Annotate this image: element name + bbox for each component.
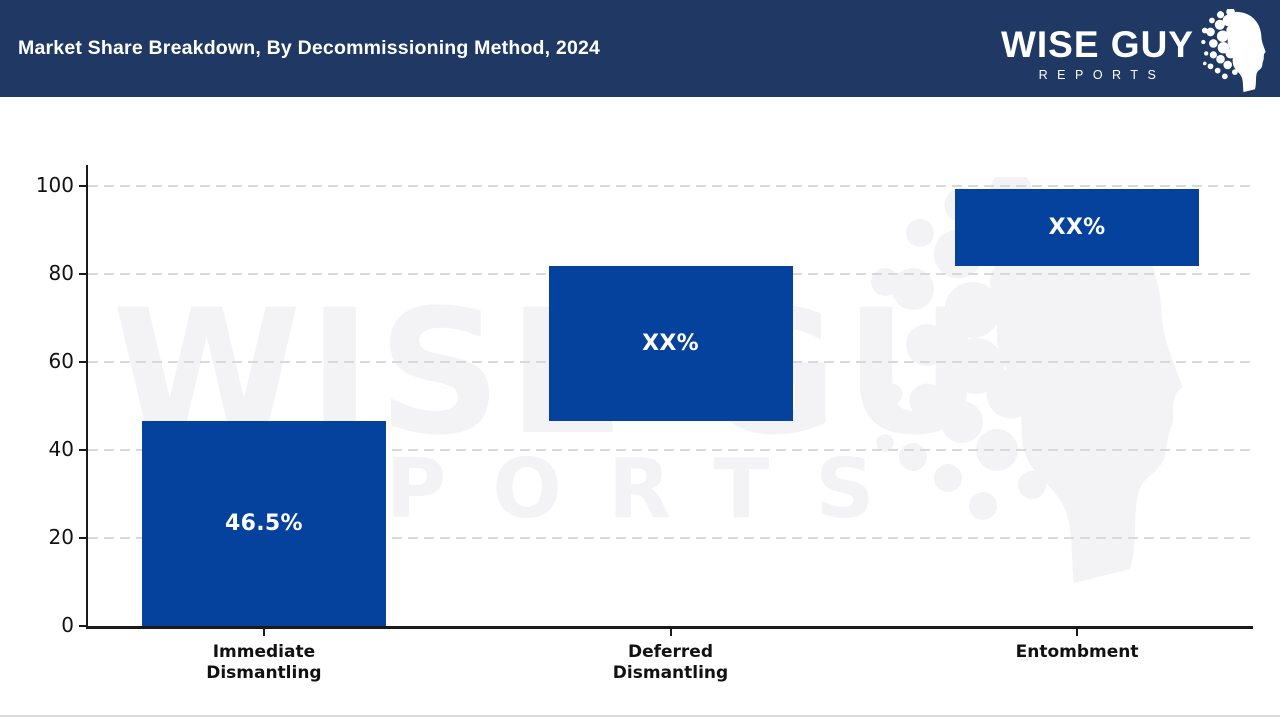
y-tick-label-40: 40 xyxy=(48,437,74,462)
x-category-label-line: Deferred xyxy=(627,642,714,662)
y-tick-label-80: 80 xyxy=(48,261,74,286)
logo-subtitle: REPORTS xyxy=(1038,68,1166,82)
y-axis-line xyxy=(86,165,88,629)
gridline-y40 xyxy=(88,449,1253,452)
x-category-label-line: Dismantling xyxy=(206,663,322,683)
bottom-divider xyxy=(0,715,1280,717)
wise-guy-reports-logo: WISE GUY REPORTS xyxy=(1001,4,1272,94)
gridline-y20 xyxy=(88,537,1253,540)
gridline-y100 xyxy=(88,185,1253,188)
x-axis-line xyxy=(86,626,1253,629)
x-category-label: Immediate Dismantling xyxy=(144,642,384,684)
y-tick-label-60: 60 xyxy=(48,349,74,374)
y-tick-20 xyxy=(79,537,86,540)
y-tick-60 xyxy=(79,361,86,364)
x-category-label: Deferred Dismantling xyxy=(551,642,791,684)
x-category-label: Entombment xyxy=(957,642,1197,663)
plot-area: 46.5% XX% XX% 0 20 40 60 80 100 Immediate Dismantl… xyxy=(36,165,1253,683)
dotted-head-icon xyxy=(1201,9,1266,93)
x-category-label-line: Entombment xyxy=(1015,642,1139,662)
x-category-label-line: Immediate xyxy=(212,642,316,662)
bar-value-label: 46.5% xyxy=(224,511,303,537)
bar-value-label: XX% xyxy=(642,331,699,357)
y-tick-label-20: 20 xyxy=(48,525,74,550)
bar-entombment: XX% xyxy=(955,188,1200,267)
x-tick-2 xyxy=(1076,629,1079,636)
x-tick-0 xyxy=(262,629,265,636)
x-tick-1 xyxy=(669,629,672,636)
bar-value-label: XX% xyxy=(1048,214,1106,240)
logo-text: WISE GUY REPORTS xyxy=(1001,26,1194,82)
logo-wordmark: WISE GUY xyxy=(1000,24,1194,65)
bar-deferred-dismantling: XX% xyxy=(548,266,793,422)
y-tick-40 xyxy=(79,449,86,452)
y-tick-80 xyxy=(79,273,86,276)
y-tick-0 xyxy=(79,625,86,627)
bar-immediate-dismantling: 46.5% xyxy=(141,421,386,626)
x-category-label-line: Dismantling xyxy=(612,663,729,683)
y-tick-100 xyxy=(79,185,86,188)
y-tick-label-0: 0 xyxy=(61,613,74,637)
y-tick-label-100: 100 xyxy=(35,173,74,198)
page-title: Market Share Breakdown, By Decommissioni… xyxy=(18,37,601,59)
header-bar: Market Share Breakdown, By Decommissioni… xyxy=(0,0,1280,97)
